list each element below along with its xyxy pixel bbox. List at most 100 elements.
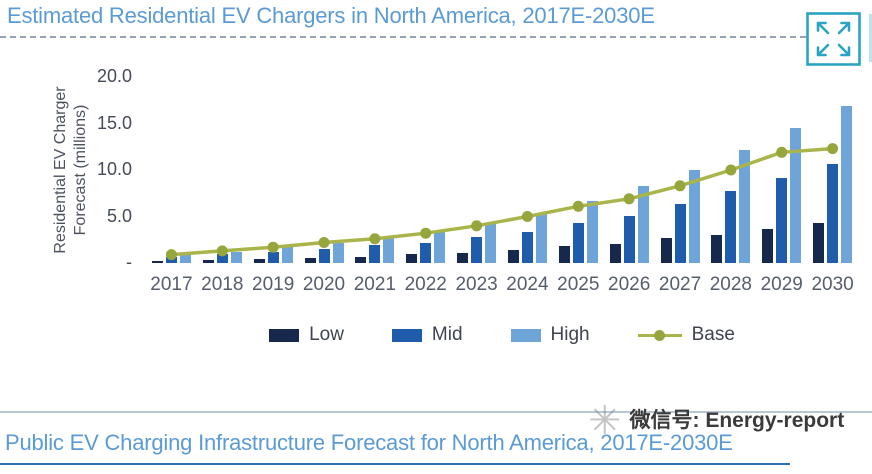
x-tick-label: 2026: [608, 274, 651, 295]
mid-bar-2027: [674, 204, 686, 263]
x-tick-label: 2018: [201, 274, 244, 295]
x-tick-label: 2021: [353, 274, 396, 295]
bar-group-2025: [553, 68, 604, 263]
legend-line-swatch: [637, 329, 682, 342]
x-axis-labels: 2017 2018 2019 2020 2021 2022 2023 2024 2025 2026…: [146, 274, 858, 296]
high-bar-2021: [383, 236, 395, 263]
legend-item-mid: Mid: [391, 324, 463, 346]
footer-title-underline: [0, 463, 790, 465]
x-tick-label: 2017: [150, 274, 193, 295]
y-tick-label: 10.0: [96, 159, 132, 179]
bar-group-2029: [756, 68, 807, 263]
page-title: Estimated Residential EV Chargers in Nor…: [7, 3, 655, 28]
bar-group-2018: [197, 68, 248, 263]
high-bar-2022: [434, 232, 446, 263]
low-bar-2018: [202, 260, 214, 263]
mid-bar-2024: [521, 232, 533, 263]
mid-bar-2025: [572, 223, 584, 263]
low-bar-2027: [660, 237, 672, 263]
legend-label-high: High: [550, 324, 590, 345]
low-bar-2019: [253, 259, 265, 263]
low-bar-2030: [813, 223, 825, 263]
high-bar-2017: [179, 254, 191, 263]
mid-bar-2029: [776, 178, 788, 263]
low-bar-2020: [304, 258, 316, 263]
bar-group-2020: [299, 68, 350, 263]
bar-group-2023: [451, 68, 502, 263]
bar-group-2024: [502, 68, 553, 263]
y-tick-label: -: [126, 252, 132, 272]
x-tick-label: 2023: [455, 274, 498, 295]
y-tick-label: 5.0: [106, 205, 132, 226]
y-axis-ticks: 20.0 15.0 10.0 5.0 -: [78, 66, 132, 272]
flower-logo-icon: ✳: [588, 399, 622, 443]
legend-item-base: Base: [637, 324, 735, 346]
section-divider: [0, 411, 872, 413]
x-tick-label: 2027: [658, 274, 702, 295]
low-bar-2017: [151, 261, 163, 263]
high-bar-2025: [586, 200, 598, 263]
x-tick-label: 2028: [709, 274, 753, 295]
watermark: ✳ 微信号: Energy-report: [588, 399, 844, 443]
high-bar-2026: [637, 185, 649, 263]
high-bar-2023: [485, 223, 497, 263]
legend-swatch-low: [269, 328, 300, 342]
chart-legend: Low Mid High Base: [146, 324, 858, 346]
bar-group-2017: [146, 68, 197, 263]
plot-area: [146, 68, 858, 263]
x-tick-label: 2025: [557, 274, 600, 295]
bar-group-2030: [807, 68, 858, 263]
y-tick-label: 20.0: [96, 66, 132, 86]
legend-item-low: Low: [269, 324, 344, 346]
x-tick-label: 2029: [760, 274, 803, 295]
mid-bar-2017: [165, 257, 177, 263]
low-bar-2029: [762, 228, 774, 263]
expand-arrows-icon: [806, 12, 861, 66]
x-tick-label: 2030: [811, 274, 854, 295]
low-bar-2025: [558, 246, 570, 263]
bar-group-2027: [655, 68, 706, 263]
mid-bar-2018: [216, 253, 228, 263]
x-tick-label: 2022: [404, 274, 447, 295]
mid-bar-2030: [827, 163, 839, 263]
legend-swatch-mid: [391, 328, 422, 342]
y-axis-title-line1: Residential EV Charger: [52, 86, 69, 254]
mid-bar-2026: [623, 215, 635, 263]
x-tick-label: 2019: [252, 274, 295, 295]
expand-button[interactable]: [806, 12, 861, 66]
high-bar-2024: [535, 213, 547, 263]
low-bar-2023: [457, 252, 469, 263]
footer-title: Public EV Charging Infrastructure Foreca…: [5, 430, 733, 455]
legend-label-mid: Mid: [431, 324, 463, 345]
low-bar-2028: [711, 235, 723, 263]
mid-bar-2020: [318, 249, 330, 263]
x-tick-label: 2024: [506, 274, 549, 295]
bar-group-2028: [705, 68, 756, 263]
bar-group-2019: [248, 68, 299, 263]
high-bar-2027: [688, 170, 700, 263]
legend-line-marker: [653, 329, 665, 341]
low-bar-2024: [507, 249, 519, 263]
low-bar-2026: [609, 244, 621, 263]
mid-bar-2021: [369, 245, 381, 263]
title-underline: [0, 36, 806, 38]
legend-label-low: Low: [309, 324, 344, 345]
mid-bar-2019: [267, 251, 279, 263]
high-bar-2019: [281, 247, 293, 263]
watermark-text: 微信号: Energy-report: [629, 409, 845, 432]
low-bar-2022: [406, 253, 418, 263]
mid-bar-2022: [420, 242, 432, 263]
x-tick-label: 2020: [302, 274, 346, 295]
low-bar-2021: [355, 256, 367, 263]
legend-label-base: Base: [691, 324, 735, 345]
high-bar-2029: [790, 128, 802, 263]
bar-groups: [146, 68, 858, 263]
legend-swatch-high: [510, 328, 541, 342]
high-bar-2020: [332, 242, 344, 263]
bar-group-2026: [604, 68, 655, 263]
bar-group-2021: [349, 68, 400, 263]
high-bar-2030: [841, 105, 853, 263]
mid-bar-2028: [725, 191, 737, 263]
bar-group-2022: [400, 68, 451, 263]
